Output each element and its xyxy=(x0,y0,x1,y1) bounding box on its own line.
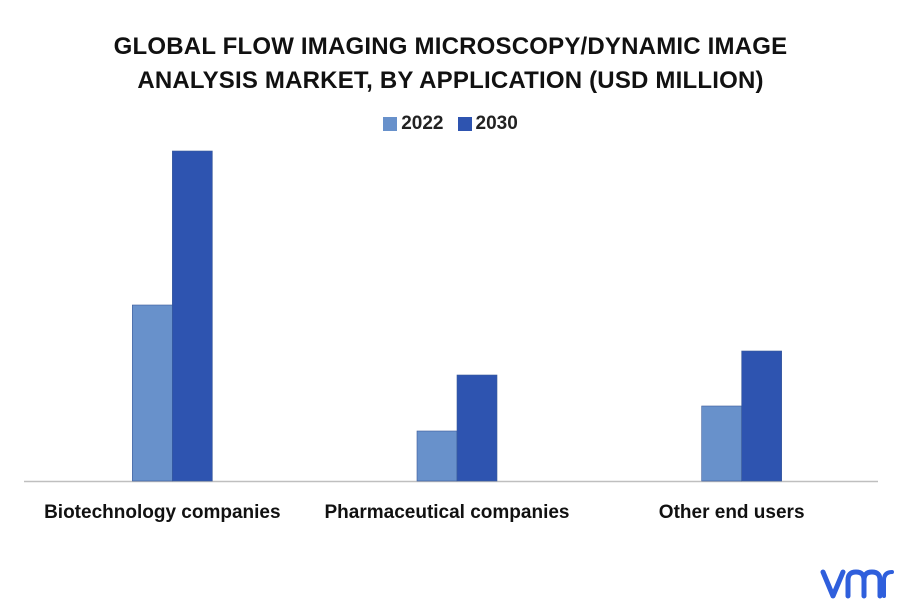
legend-item-2030: 2030 xyxy=(457,113,518,135)
bar-2022-0 xyxy=(132,304,173,482)
legend-label-2030: 2030 xyxy=(475,113,518,134)
legend-item-2022: 2022 xyxy=(383,113,444,135)
vmr-logo-icon xyxy=(820,569,894,599)
bar-2030-2 xyxy=(741,350,782,482)
legend-swatch-2030 xyxy=(457,117,472,131)
bar-2030-0 xyxy=(172,150,213,482)
chart-title: GLOBAL FLOW IMAGING MICROSCOPY/DYNAMIC I… xyxy=(0,30,901,98)
x-tick-label-1: Pharmaceutical companies xyxy=(325,502,570,523)
chart-legend: 2022 2030 xyxy=(0,113,901,135)
chart-title-line-1: GLOBAL FLOW IMAGING MICROSCOPY/DYNAMIC I… xyxy=(113,33,788,60)
bar-2022-1 xyxy=(416,430,458,482)
x-tick-label-0: Biotechnology companies xyxy=(44,502,280,523)
legend-label-2022: 2022 xyxy=(401,113,444,134)
chart-title-line-2: ANALYSIS MARKET, BY APPLICATION (USD MIL… xyxy=(137,67,764,94)
bar-2022-2 xyxy=(701,405,742,482)
x-tick-label-2: Other end users xyxy=(659,502,805,523)
bar-2030-1 xyxy=(456,374,498,482)
legend-swatch-2022 xyxy=(383,117,398,131)
